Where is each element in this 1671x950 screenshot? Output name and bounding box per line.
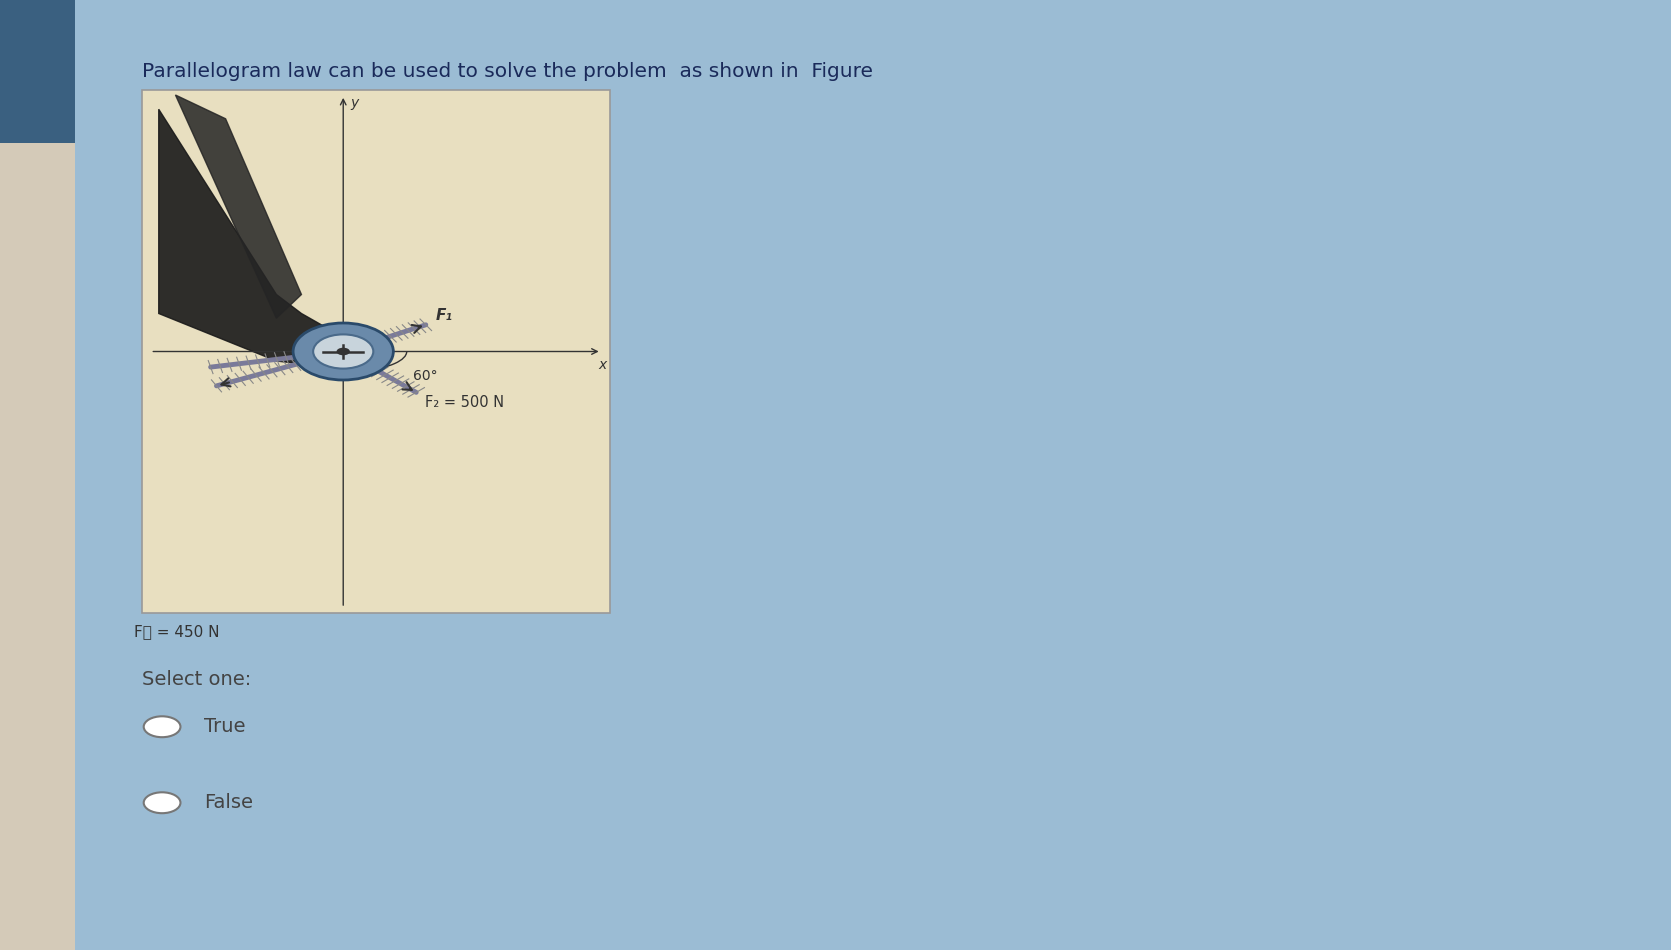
Text: F〃 = 450 N: F〃 = 450 N xyxy=(134,624,219,639)
Circle shape xyxy=(336,348,349,355)
Text: Parallelogram law can be used to solve the problem  as shown in  Figure: Parallelogram law can be used to solve t… xyxy=(142,62,872,81)
Text: F₂ = 500 N: F₂ = 500 N xyxy=(424,394,503,409)
Text: F₁: F₁ xyxy=(436,308,453,323)
Text: False: False xyxy=(204,793,252,812)
Circle shape xyxy=(144,792,180,813)
Polygon shape xyxy=(175,95,301,318)
Text: True: True xyxy=(204,717,246,736)
Bar xyxy=(0,0,75,142)
Text: x: x xyxy=(598,357,607,371)
Text: Select one:: Select one: xyxy=(142,670,251,689)
Text: y: y xyxy=(349,96,358,110)
Circle shape xyxy=(144,716,180,737)
Circle shape xyxy=(292,323,393,380)
Circle shape xyxy=(312,334,373,369)
Bar xyxy=(142,90,610,613)
Polygon shape xyxy=(159,109,351,366)
Text: 60°: 60° xyxy=(413,370,438,383)
Bar xyxy=(0,0,75,950)
